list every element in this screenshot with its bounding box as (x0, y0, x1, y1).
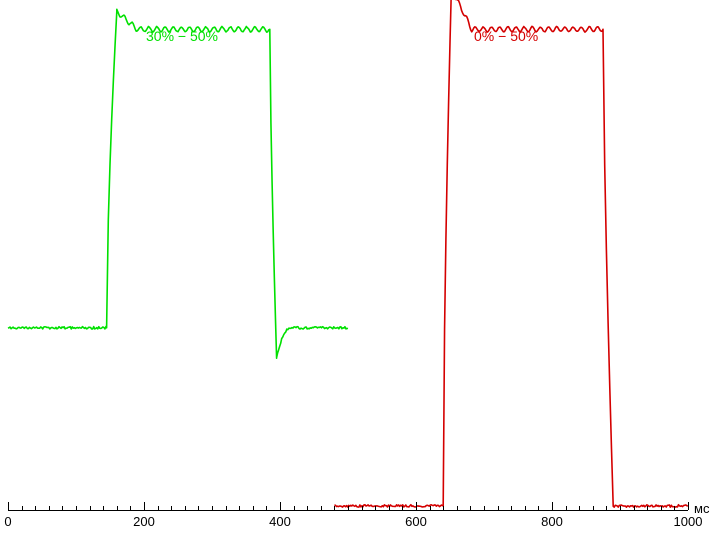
x-major-tick (416, 502, 417, 510)
x-minor-tick (22, 506, 23, 510)
x-minor-tick (362, 506, 363, 510)
x-tick-label: 0 (4, 514, 11, 529)
x-minor-tick (198, 506, 199, 510)
pulse-chart: 0 200 400 600 800 1000мс 30% − 50% 0% − 50% (0, 0, 711, 542)
x-minor-tick (158, 506, 159, 510)
x-minor-tick (620, 506, 621, 510)
x-minor-tick (49, 506, 50, 510)
x-minor-tick (35, 506, 36, 510)
x-minor-tick (375, 506, 376, 510)
x-minor-tick (606, 506, 607, 510)
series-trace-red (334, 0, 687, 507)
x-minor-tick (498, 506, 499, 510)
x-minor-tick (566, 506, 567, 510)
x-minor-tick (226, 506, 227, 510)
x-major-tick (552, 502, 553, 510)
x-minor-tick (321, 506, 322, 510)
x-major-tick (144, 502, 145, 510)
x-minor-tick (253, 506, 254, 510)
x-minor-tick (443, 506, 444, 510)
x-minor-tick (90, 506, 91, 510)
x-minor-tick (130, 506, 131, 510)
x-minor-tick (674, 506, 675, 510)
x-minor-tick (538, 506, 539, 510)
x-major-tick (688, 502, 689, 510)
x-minor-tick (647, 506, 648, 510)
x-major-tick (8, 502, 9, 510)
series-label-green: 30% − 50% (146, 28, 218, 44)
x-minor-tick (103, 506, 104, 510)
x-minor-tick (185, 506, 186, 510)
x-minor-tick (661, 506, 662, 510)
x-minor-tick (511, 506, 512, 510)
x-axis-unit-label: мс (694, 501, 709, 516)
x-minor-tick (266, 506, 267, 510)
x-tick-label: 200 (133, 514, 155, 529)
x-minor-tick (525, 506, 526, 510)
plot-canvas (0, 0, 711, 542)
series-label-red: 0% − 50% (474, 28, 538, 44)
x-tick-label: 1000 (674, 514, 703, 529)
x-minor-tick (430, 506, 431, 510)
x-tick-label: 400 (269, 514, 291, 529)
x-minor-tick (239, 506, 240, 510)
x-minor-tick (171, 506, 172, 510)
x-tick-label: 600 (405, 514, 427, 529)
x-minor-tick (334, 506, 335, 510)
x-minor-tick (76, 506, 77, 510)
x-minor-tick (402, 506, 403, 510)
x-minor-tick (294, 506, 295, 510)
x-tick-label: 800 (541, 514, 563, 529)
x-minor-tick (348, 506, 349, 510)
x-minor-tick (579, 506, 580, 510)
x-minor-tick (634, 506, 635, 510)
x-minor-tick (307, 506, 308, 510)
x-minor-tick (212, 506, 213, 510)
series-trace-green (8, 9, 348, 358)
x-minor-tick (457, 506, 458, 510)
x-minor-tick (593, 506, 594, 510)
x-minor-tick (117, 506, 118, 510)
x-minor-tick (389, 506, 390, 510)
x-major-tick (280, 502, 281, 510)
x-minor-tick (484, 506, 485, 510)
x-minor-tick (62, 506, 63, 510)
x-axis-line (8, 510, 688, 511)
x-minor-tick (470, 506, 471, 510)
